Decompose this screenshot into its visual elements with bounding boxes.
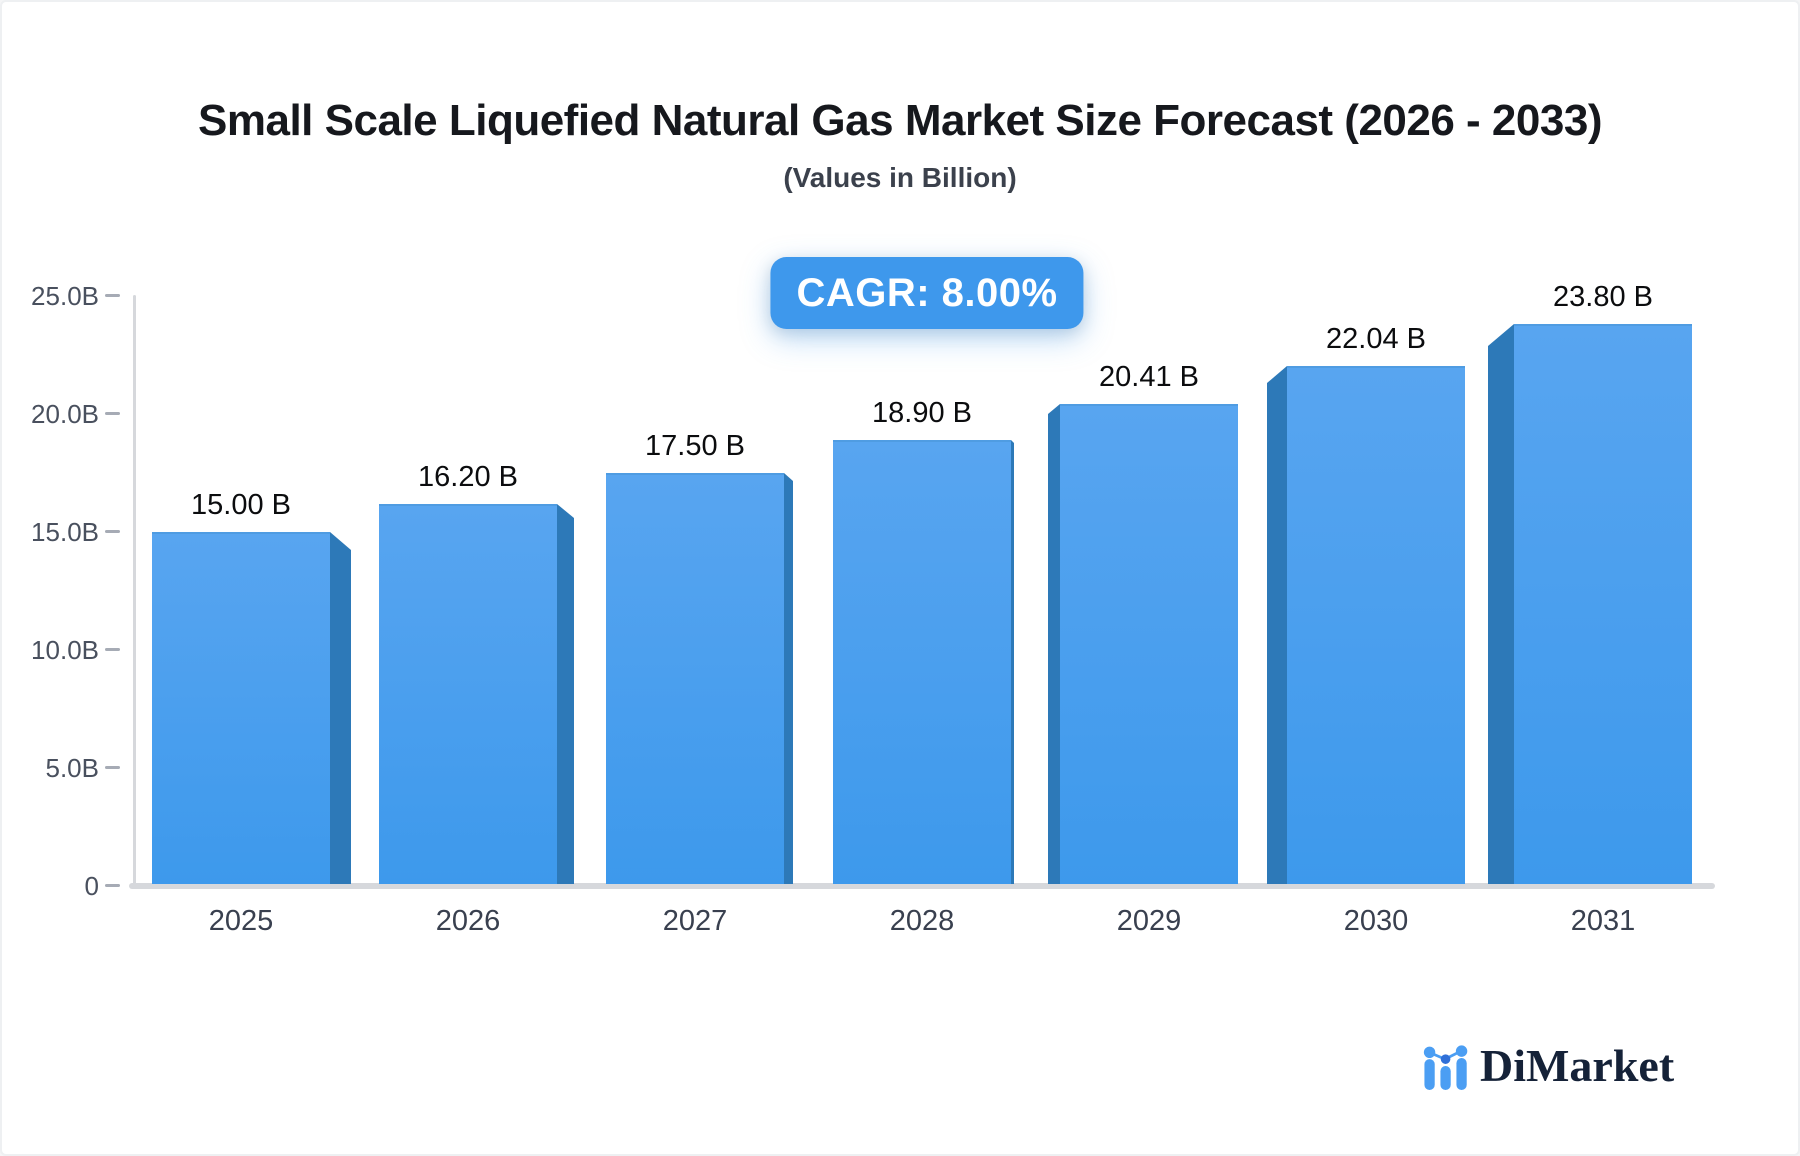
bar-2027[interactable] xyxy=(606,473,793,884)
brand-name: DiMarket xyxy=(1480,1040,1675,1091)
y-axis-tick-label: 25.0B xyxy=(31,281,99,311)
y-axis-tick-mark xyxy=(105,530,120,533)
bar-2026[interactable] xyxy=(379,504,574,884)
bar-side-face xyxy=(557,504,574,884)
y-axis-tick-mark xyxy=(105,766,120,769)
bar-side-face xyxy=(1048,404,1060,884)
bar-value-label: 23.80 B xyxy=(1553,281,1653,313)
y-axis-line xyxy=(133,295,136,889)
chart-subtitle: (Values in Billion) xyxy=(783,162,1017,193)
bar-2029[interactable] xyxy=(1048,404,1238,884)
y-axis-tick-label: 0 xyxy=(84,871,99,901)
x-axis-label: 2030 xyxy=(1343,905,1409,937)
dimarket-logo-icon xyxy=(1423,1045,1468,1090)
bar-front-face xyxy=(1060,404,1238,884)
bar-value-label: 15.00 B xyxy=(191,489,291,521)
y-axis-tick-mark xyxy=(105,412,120,415)
bar-value-label: 17.50 B xyxy=(645,430,745,462)
x-axis-label: 2026 xyxy=(435,905,501,937)
y-axis-tick-label: 10.0B xyxy=(31,635,99,665)
bar-side-face xyxy=(330,532,351,884)
bar-side-face xyxy=(1488,324,1514,884)
y-axis-tick-mark xyxy=(105,294,120,297)
y-axis-tick-label: 15.0B xyxy=(31,517,99,547)
y-axis-tick-mark xyxy=(105,884,120,887)
x-axis-label: 2031 xyxy=(1570,905,1636,937)
cagr-badge: CAGR: 8.00% xyxy=(770,257,1084,329)
bar-front-face xyxy=(833,440,1011,884)
x-axis-label: 2027 xyxy=(662,905,728,937)
chart-title: Small Scale Liquefied Natural Gas Market… xyxy=(198,96,1602,145)
bar-front-face xyxy=(152,532,330,884)
bar-value-label: 22.04 B xyxy=(1326,323,1426,355)
bar-front-face xyxy=(606,473,784,884)
x-axis-label: 2028 xyxy=(889,905,955,937)
bar-value-label: 16.20 B xyxy=(418,461,518,493)
bar-2031[interactable] xyxy=(1488,324,1692,884)
bar-front-face xyxy=(379,504,557,884)
bar-2025[interactable] xyxy=(152,532,351,884)
x-axis-line xyxy=(129,883,1715,889)
bar-side-face xyxy=(784,473,793,884)
bar-value-label: 20.41 B xyxy=(1099,361,1199,393)
bar-side-face xyxy=(1011,440,1014,884)
bar-2028[interactable] xyxy=(833,440,1014,884)
bar-front-face xyxy=(1287,366,1465,884)
y-axis-tick-label: 20.0B xyxy=(31,399,99,429)
y-axis-tick-mark xyxy=(105,648,120,651)
x-axis-label: 2025 xyxy=(208,905,274,937)
bar-front-face xyxy=(1514,324,1692,884)
bar-side-face xyxy=(1267,366,1287,884)
bar-2030[interactable] xyxy=(1267,366,1465,884)
y-axis-tick-label: 5.0B xyxy=(45,753,100,783)
x-axis-label: 2029 xyxy=(1116,905,1182,937)
brand-logo: DiMarket xyxy=(1422,1042,1674,1090)
bar-value-label: 18.90 B xyxy=(872,397,972,429)
